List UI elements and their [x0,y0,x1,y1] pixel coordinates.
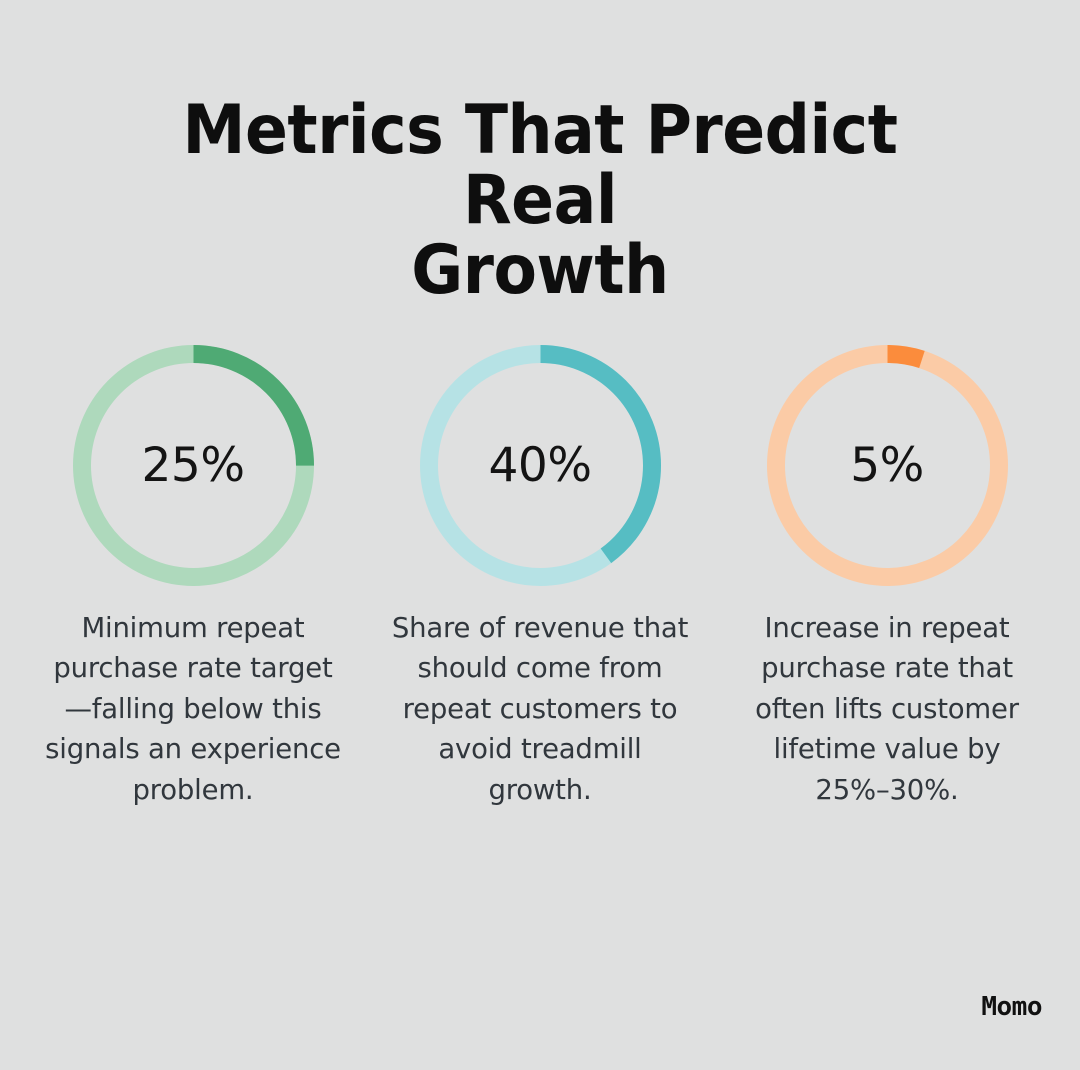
donut-chart-1: 25% [72,345,314,586]
page-title: Metrics That Predict Real Growth [182,91,898,311]
donut-value-1: 25% [141,438,245,493]
metric-card-repeat-revenue-share: 40% Share of revenue that should come fr… [367,345,714,810]
metric-caption-1: Minimum repeat purchase rate target—fall… [45,612,341,806]
donut-arc-3 [766,345,1008,586]
donut-chart-3: 5% [766,345,1008,586]
donut-arc-1 [72,345,314,586]
metric-caption-3: Increase in repeat purchase rate that of… [755,612,1019,806]
donut-value-2: 40% [488,438,592,493]
donut-svg-3 [766,345,1008,586]
donut-svg-1 [72,345,314,586]
donut-value-3: 5% [850,438,924,493]
donut-arc-2 [419,345,661,586]
metric-caption-2: Share of revenue that should come from r… [391,612,689,806]
metric-card-repeat-purchase-rate-target: 25% Minimum repeat purchase rate target—… [20,345,367,810]
metric-card-repeat-rate-increase: 5% Increase in repeat purchase rate that… [714,345,1061,810]
donut-svg-2 [419,345,661,586]
donut-chart-2: 40% [419,345,661,586]
brand-logo: Momo [981,992,1042,1022]
metric-card-row: 25% Minimum repeat purchase rate target—… [0,345,1080,810]
